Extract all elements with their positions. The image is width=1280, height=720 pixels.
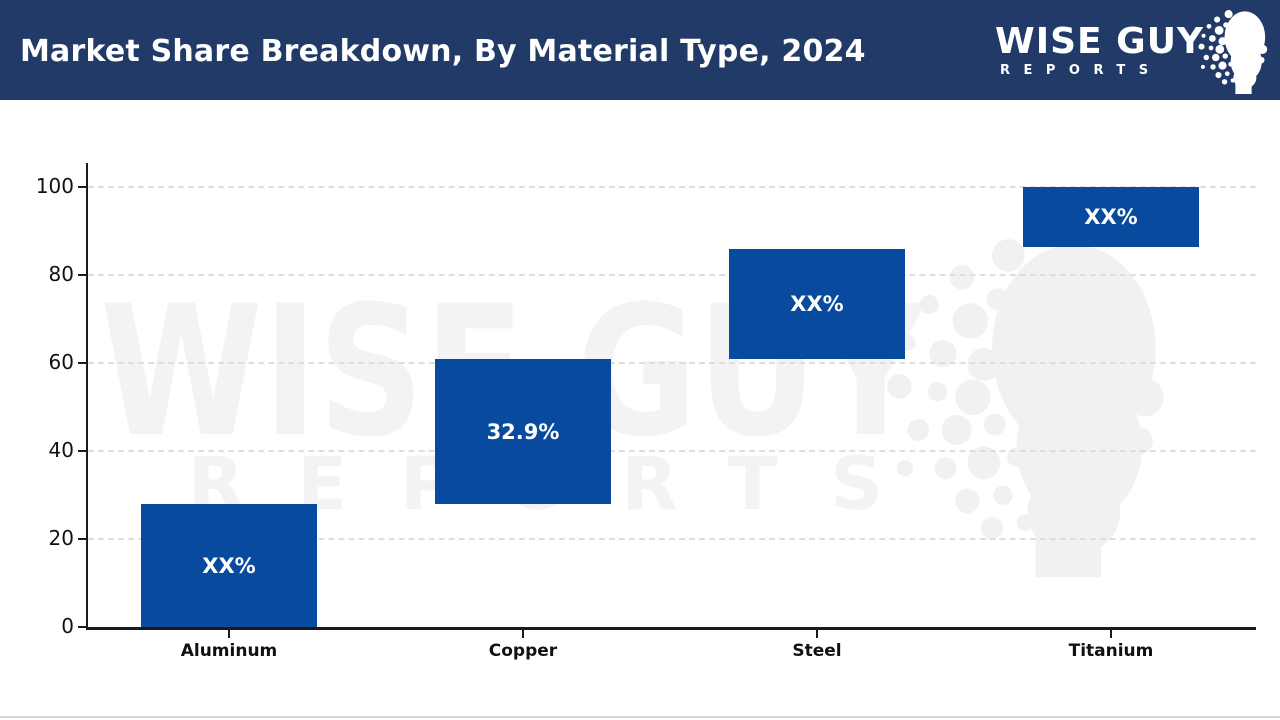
gridline-20 [88,538,1256,540]
bar-titanium: XX% [1023,187,1199,247]
header-bar: Market Share Breakdown, By Material Type… [0,0,1280,100]
y-tick-label: 20 [48,526,74,550]
x-tick-label-copper: Copper [488,641,558,661]
chart-plot-area: WISE GUY REPORTS 020406080100XX%32.9%XX%… [0,100,1280,720]
y-axis-line [86,163,88,627]
y-tick-mark [78,626,87,628]
gridline-100 [88,186,1256,188]
brand-logo: WISE GUY REPORTS [995,0,1270,100]
y-tick-mark [78,538,87,540]
y-tick-mark [78,274,87,276]
x-tick-mark [816,630,818,638]
x-tick-mark [228,630,230,638]
y-tick-label: 0 [61,614,74,638]
y-tick-label: 60 [48,350,74,374]
y-tick-mark [78,450,87,452]
gridline-40 [88,450,1256,452]
y-tick-label: 80 [48,262,74,286]
y-tick-mark [78,362,87,364]
bar-value-label: XX% [790,292,844,317]
bar-steel: XX% [729,248,905,360]
chart-layer: 0 20 40 60 80 100 XX% 32.9% XX% XX% Aluminum Copper… [0,100,1280,720]
x-axis-line [86,627,1256,630]
brand-subtitle: REPORTS [999,62,1162,78]
gridline-60 [88,362,1256,364]
x-tick-mark [1110,630,1112,638]
page-title: Market Share Breakdown, By Material Type… [20,34,866,69]
x-tick-label-titanium: Titanium [1068,641,1154,661]
x-tick-mark [522,630,524,638]
x-tick-label-steel: Steel [792,641,842,661]
bar-aluminum: XX% [141,504,317,627]
y-tick-label: 40 [48,438,74,462]
brand-logo-text: WISE GUY REPORTS [994,20,1204,78]
bar-value-label: XX% [202,553,256,578]
y-tick-mark [78,186,87,188]
y-tick-label: 100 [35,174,74,198]
bar-value-label: XX% [1084,204,1138,229]
x-tick-label-aluminum: Aluminum [180,641,278,661]
bottom-border [0,716,1280,718]
bar-copper: 32.9% [435,359,611,505]
brand-name: WISE GUY [994,20,1204,62]
bar-value-label: 32.9% [486,419,560,444]
gridline-80 [88,274,1256,276]
brand-face-icon [1194,6,1270,94]
